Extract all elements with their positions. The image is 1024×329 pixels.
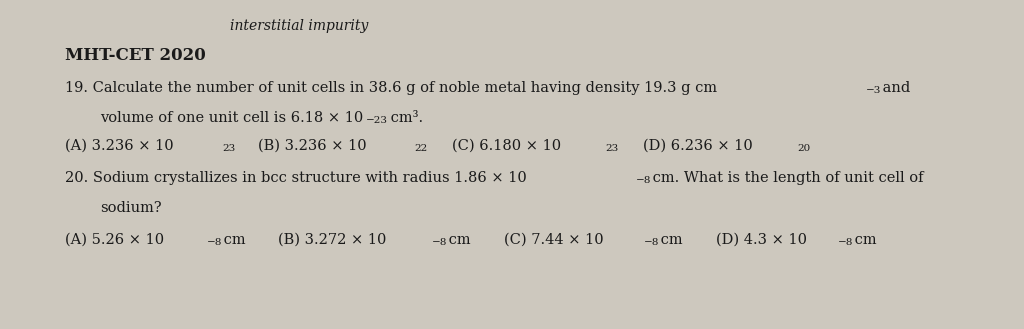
Text: 20. Sodium crystallizes in bcc structure with radius 1.86 × 10: 20. Sodium crystallizes in bcc structure… [65,171,526,185]
Text: −8: −8 [432,238,447,247]
Text: cm: cm [850,233,877,247]
Text: (C) 6.180 × 10: (C) 6.180 × 10 [452,139,561,153]
Text: −8: −8 [838,238,853,247]
Text: 19. Calculate the number of unit cells in 38.6 g of noble metal having density 1: 19. Calculate the number of unit cells i… [65,81,717,95]
Text: −8: −8 [636,176,651,185]
Text: MHT-CET 2020: MHT-CET 2020 [65,47,206,64]
Text: 23: 23 [605,144,618,153]
Text: sodium?: sodium? [100,201,162,215]
Text: −23: −23 [366,116,388,125]
Text: 20: 20 [797,144,810,153]
Text: −3: −3 [866,86,882,95]
Text: interstitial impurity: interstitial impurity [230,19,369,33]
Text: (C) 7.44 × 10: (C) 7.44 × 10 [504,233,603,247]
Text: cm. What is the length of unit cell of: cm. What is the length of unit cell of [648,171,924,185]
Text: (D) 6.236 × 10: (D) 6.236 × 10 [643,139,753,153]
Text: −8: −8 [207,238,222,247]
Text: cm³.: cm³. [386,111,423,125]
Text: (B) 3.236 × 10: (B) 3.236 × 10 [258,139,367,153]
Text: (A) 5.26 × 10: (A) 5.26 × 10 [65,233,164,247]
Text: (A) 3.236 × 10: (A) 3.236 × 10 [65,139,174,153]
Text: (B) 3.272 × 10: (B) 3.272 × 10 [278,233,386,247]
Text: volume of one unit cell is 6.18 × 10: volume of one unit cell is 6.18 × 10 [100,111,364,125]
Text: (D) 4.3 × 10: (D) 4.3 × 10 [716,233,807,247]
Text: cm: cm [444,233,471,247]
Text: 22: 22 [414,144,427,153]
Text: and: and [878,81,910,95]
Text: cm: cm [219,233,246,247]
Text: cm: cm [656,233,683,247]
Text: 23: 23 [222,144,236,153]
Text: −8: −8 [644,238,659,247]
